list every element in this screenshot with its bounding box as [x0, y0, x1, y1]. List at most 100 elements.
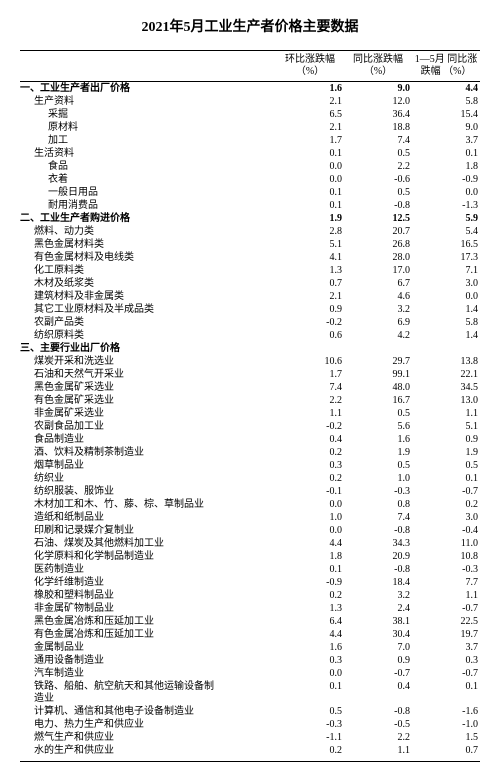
row-value: 2.4 — [344, 602, 412, 615]
row-value: -0.8 — [344, 705, 412, 718]
row-value: 0.7 — [276, 277, 344, 290]
row-value: 0.0 — [276, 667, 344, 680]
row-value: 1.1 — [276, 407, 344, 420]
table-row: 石油和天然气开采业1.799.122.1 — [20, 368, 480, 381]
row-value: 0.2 — [276, 589, 344, 602]
row-label: 黑色金属冶炼和压延加工业 — [20, 615, 276, 628]
row-value: 38.1 — [344, 615, 412, 628]
row-label: 石油和天然气开采业 — [20, 368, 276, 381]
row-value: 0.1 — [276, 186, 344, 199]
row-value: 0.9 — [276, 303, 344, 316]
row-value: 18.4 — [344, 576, 412, 589]
row-value: 0.5 — [276, 705, 344, 718]
row-value: 13.8 — [412, 355, 480, 368]
row-value: 10.6 — [276, 355, 344, 368]
row-label: 建筑材料及非金属类 — [20, 290, 276, 303]
col-yoy: 同比涨跌幅 （%） — [344, 51, 412, 82]
table-row: 燃料、动力类2.820.75.4 — [20, 225, 480, 238]
row-value: 18.8 — [344, 121, 412, 134]
row-value: 0.0 — [276, 173, 344, 186]
col-ytd: 1—5月 同比涨跌幅 （%） — [412, 51, 480, 82]
table-row: 其它工业原材料及半成品类0.93.21.4 — [20, 303, 480, 316]
table-row: 汽车制造业0.0-0.7-0.7 — [20, 667, 480, 680]
row-value: 5.6 — [344, 420, 412, 433]
row-value: 5.8 — [412, 316, 480, 329]
row-value: 22.1 — [412, 368, 480, 381]
table-row: 橡胶和塑料制品业0.23.21.1 — [20, 589, 480, 602]
row-label: 原材料 — [20, 121, 276, 134]
row-label: 三、主要行业出厂价格 — [20, 342, 276, 355]
row-value: 19.7 — [412, 628, 480, 641]
row-value — [344, 342, 412, 355]
row-label: 农副食品加工业 — [20, 420, 276, 433]
table-row: 采掘6.536.415.4 — [20, 108, 480, 121]
table-row: 食品0.02.21.8 — [20, 160, 480, 173]
row-label: 燃料、动力类 — [20, 225, 276, 238]
row-value: 6.9 — [344, 316, 412, 329]
row-label: 生活资料 — [20, 147, 276, 160]
row-value: 0.5 — [344, 407, 412, 420]
row-value: 4.6 — [344, 290, 412, 303]
row-label: 石油、煤炭及其他燃料加工业 — [20, 537, 276, 550]
row-label: 木材及纸浆类 — [20, 277, 276, 290]
row-value: 7.7 — [412, 576, 480, 589]
row-label: 非金属矿物制品业 — [20, 602, 276, 615]
row-label: 铁路、船舶、航空航天和其他运输设备制 造业 — [20, 680, 276, 705]
row-value: 0.9 — [412, 433, 480, 446]
table-row: 木材加工和木、竹、藤、棕、草制品业0.00.80.2 — [20, 498, 480, 511]
row-value: 4.1 — [276, 251, 344, 264]
table-row: 耐用消费品0.1-0.8-1.3 — [20, 199, 480, 212]
row-label: 燃气生产和供应业 — [20, 731, 276, 744]
table-row: 燃气生产和供应业-1.12.21.5 — [20, 731, 480, 744]
row-value: 0.2 — [276, 744, 344, 761]
row-value: 16.7 — [344, 394, 412, 407]
table-row: 非金属矿物制品业1.32.4-0.7 — [20, 602, 480, 615]
row-value: 1.0 — [276, 511, 344, 524]
row-value: 6.4 — [276, 615, 344, 628]
row-label: 通用设备制造业 — [20, 654, 276, 667]
row-value: -0.5 — [344, 718, 412, 731]
table-row: 造纸和纸制品业1.07.43.0 — [20, 511, 480, 524]
row-value: -1.0 — [412, 718, 480, 731]
row-value: 99.1 — [344, 368, 412, 381]
row-value: 0.0 — [276, 498, 344, 511]
row-label: 黑色金属矿采选业 — [20, 381, 276, 394]
row-label: 水的生产和供应业 — [20, 744, 276, 761]
table-row: 印刷和记录媒介复制业0.0-0.8-0.4 — [20, 524, 480, 537]
row-label: 木材加工和木、竹、藤、棕、草制品业 — [20, 498, 276, 511]
row-value: 0.0 — [412, 186, 480, 199]
row-value: -0.2 — [276, 420, 344, 433]
row-label: 非金属矿采选业 — [20, 407, 276, 420]
row-value: 0.1 — [412, 147, 480, 160]
row-value: 3.0 — [412, 277, 480, 290]
row-value: 17.3 — [412, 251, 480, 264]
row-value: 7.4 — [344, 511, 412, 524]
row-label: 汽车制造业 — [20, 667, 276, 680]
row-label: 食品 — [20, 160, 276, 173]
row-value: 36.4 — [344, 108, 412, 121]
table-row: 酒、饮料及精制茶制造业0.21.91.9 — [20, 446, 480, 459]
row-value: 1.0 — [344, 472, 412, 485]
row-value: 1.1 — [412, 407, 480, 420]
table-row: 农副食品加工业-0.25.65.1 — [20, 420, 480, 433]
row-value: 12.0 — [344, 95, 412, 108]
row-value: 1.6 — [344, 433, 412, 446]
table-row: 纺织业0.21.00.1 — [20, 472, 480, 485]
table-row: 一般日用品0.10.50.0 — [20, 186, 480, 199]
col-mom: 环比涨跌幅 （%） — [276, 51, 344, 82]
row-value: 4.4 — [276, 537, 344, 550]
row-value: 0.2 — [276, 472, 344, 485]
table-row: 化工原料类1.317.07.1 — [20, 264, 480, 277]
row-value: 2.2 — [344, 731, 412, 744]
row-label: 有色金属冶炼和压延加工业 — [20, 628, 276, 641]
row-value: 1.3 — [276, 264, 344, 277]
row-value: -0.4 — [412, 524, 480, 537]
row-value: 2.1 — [276, 290, 344, 303]
row-value: 4.4 — [276, 628, 344, 641]
row-label: 化工原料类 — [20, 264, 276, 277]
row-value: 1.4 — [412, 303, 480, 316]
row-value: 3.0 — [412, 511, 480, 524]
table-row: 非金属矿采选业1.10.51.1 — [20, 407, 480, 420]
row-value: 22.5 — [412, 615, 480, 628]
row-value: 0.1 — [412, 680, 480, 705]
